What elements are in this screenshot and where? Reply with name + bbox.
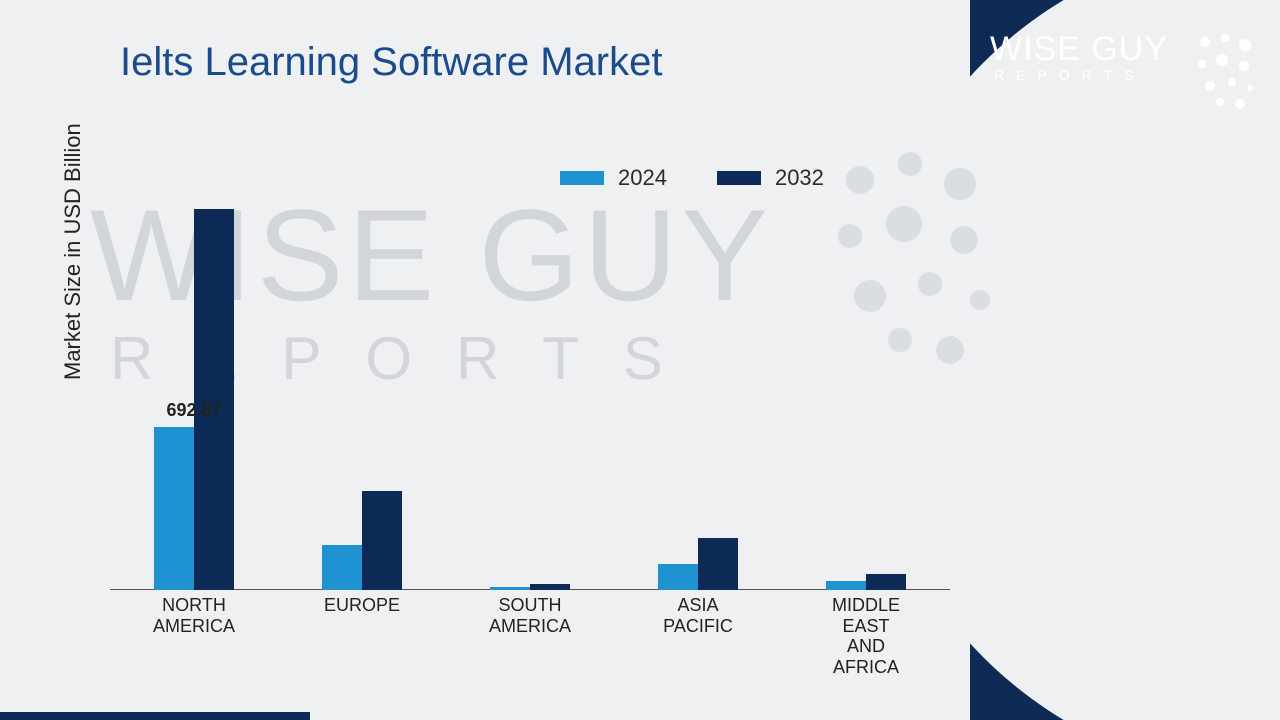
bar-2024 <box>658 564 698 590</box>
category-label: SOUTHAMERICA <box>446 595 614 636</box>
bar-2024 <box>826 581 866 590</box>
brand-head-icon <box>1190 30 1260 110</box>
category-label: EUROPE <box>278 595 446 616</box>
brand-logo: WISE GUY REPORTS <box>990 30 1260 83</box>
legend-label-2032: 2032 <box>775 165 824 191</box>
bar-pair <box>658 538 738 590</box>
bar-pair <box>322 491 402 590</box>
category-label: ASIAPACIFIC <box>614 595 782 636</box>
legend-swatch-2032 <box>717 171 761 185</box>
chart-canvas: WISE GUY REPORTS WISE GUY REPORTS Ielts … <box>0 0 1280 720</box>
chart-title: Ielts Learning Software Market <box>120 40 662 85</box>
legend-label-2024: 2024 <box>618 165 667 191</box>
bar-2032 <box>362 491 402 590</box>
bar-pair <box>826 574 906 590</box>
category-label: MIDDLEEASTANDAFRICA <box>782 595 950 678</box>
bar-2032 <box>530 584 570 590</box>
bar-2024 <box>490 587 530 590</box>
bar-2032 <box>866 574 906 590</box>
bar-value-label: 692.87 <box>110 400 278 421</box>
plot-area: 692.87 <box>110 190 950 590</box>
y-axis-label: Market Size in USD Billion <box>60 123 86 380</box>
category-label: NORTHAMERICA <box>110 595 278 636</box>
legend-swatch-2024 <box>560 171 604 185</box>
bar-2024 <box>322 545 362 590</box>
bottom-accent-bar <box>0 712 310 720</box>
bar-2024 <box>154 427 194 590</box>
legend-item-2032: 2032 <box>717 165 824 191</box>
legend-item-2024: 2024 <box>560 165 667 191</box>
legend: 2024 2032 <box>560 165 824 191</box>
bar-pair <box>490 584 570 590</box>
bar-2032 <box>698 538 738 590</box>
